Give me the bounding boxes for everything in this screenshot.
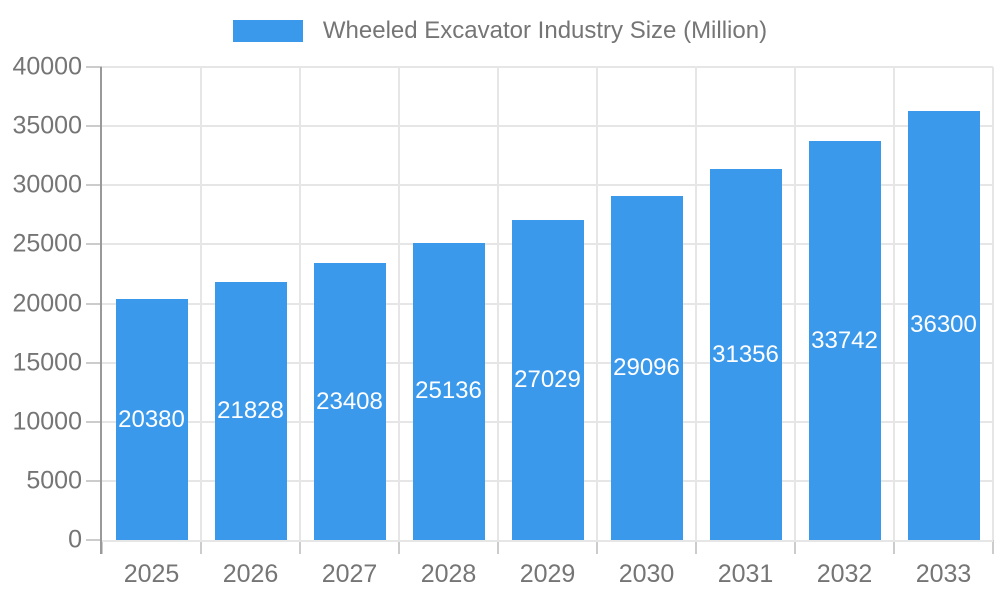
x-tick-mark: [992, 540, 994, 554]
bar-value-label: 31356: [712, 340, 779, 368]
bar-value-label: 23408: [316, 387, 383, 415]
bar-2029[interactable]: [511, 220, 584, 540]
y-tick-mark: [86, 479, 102, 482]
legend-swatch: [232, 20, 303, 42]
x-tick-mark: [497, 540, 499, 554]
x-tick-mark: [200, 540, 202, 554]
y-axis-label: 15000: [12, 348, 82, 377]
x-axis-label: 2029: [519, 560, 576, 588]
bar-2031[interactable]: [709, 169, 782, 540]
y-axis-label: 35000: [12, 111, 82, 140]
gridline-vertical: [992, 67, 994, 540]
y-tick-mark: [86, 184, 102, 187]
gridline-vertical: [695, 67, 697, 540]
x-axis-label: 2031: [717, 560, 774, 588]
x-tick-mark: [695, 540, 697, 554]
y-axis-label: 40000: [12, 52, 82, 81]
y-tick-mark: [86, 66, 102, 68]
gridline-horizontal: [102, 66, 993, 68]
bar-value-label: 36300: [910, 311, 977, 339]
y-axis-label: 30000: [12, 170, 82, 199]
bar-value-label: 29096: [613, 353, 680, 381]
x-axis-label: 2033: [915, 560, 972, 588]
y-tick-mark: [86, 420, 102, 423]
legend[interactable]: Wheeled Excavator Industry Size (Million…: [0, 16, 1000, 46]
bar-value-label: 33742: [811, 326, 878, 354]
gridline-vertical: [497, 67, 499, 540]
x-axis-line: [102, 540, 993, 542]
bar-2025[interactable]: [115, 299, 188, 540]
bar-value-label: 21828: [217, 396, 284, 424]
y-axis-label: 0: [68, 525, 82, 554]
x-axis-label: 2032: [816, 560, 873, 588]
x-tick-mark: [101, 540, 103, 554]
y-axis-label: 10000: [12, 407, 82, 436]
x-tick-mark: [596, 540, 598, 554]
x-tick-mark: [299, 540, 301, 554]
bar-2027[interactable]: [313, 263, 386, 540]
gridline-vertical: [200, 67, 202, 540]
bar-2026[interactable]: [214, 281, 287, 540]
x-axis-label: 2026: [222, 560, 279, 588]
gridline-horizontal: [102, 125, 993, 128]
x-axis-label: 2030: [618, 560, 675, 588]
x-axis-label: 2028: [420, 560, 477, 588]
y-axis-line: [100, 67, 102, 554]
gridline-vertical: [596, 67, 598, 540]
y-tick-mark: [86, 125, 102, 128]
legend-label: Wheeled Excavator Industry Size (Million…: [322, 17, 768, 44]
x-axis-label: 2025: [123, 560, 180, 588]
y-axis-label: 5000: [26, 466, 82, 495]
y-axis-label: 25000: [12, 229, 82, 258]
x-tick-mark: [794, 540, 796, 554]
bar-2032[interactable]: [808, 141, 881, 540]
bar-2033[interactable]: [907, 110, 980, 540]
x-tick-mark: [893, 540, 895, 554]
bar-2030[interactable]: [610, 195, 683, 540]
y-tick-mark: [86, 361, 102, 364]
y-axis-label: 20000: [12, 289, 82, 317]
x-tick-mark: [398, 540, 400, 554]
y-tick-mark: [86, 539, 102, 541]
bar-value-label: 20380: [118, 405, 185, 433]
bar-value-label: 25136: [415, 377, 482, 405]
y-tick-mark: [86, 302, 102, 305]
bar-value-label: 27029: [514, 366, 581, 394]
gridline-vertical: [398, 67, 400, 540]
y-tick-mark: [86, 243, 102, 246]
bar-2028[interactable]: [412, 242, 485, 540]
gridline-horizontal: [102, 184, 993, 187]
gridline-vertical: [299, 67, 301, 540]
x-axis-label: 2027: [321, 560, 378, 588]
gridline-vertical: [794, 67, 796, 540]
gridline-vertical: [893, 67, 895, 540]
